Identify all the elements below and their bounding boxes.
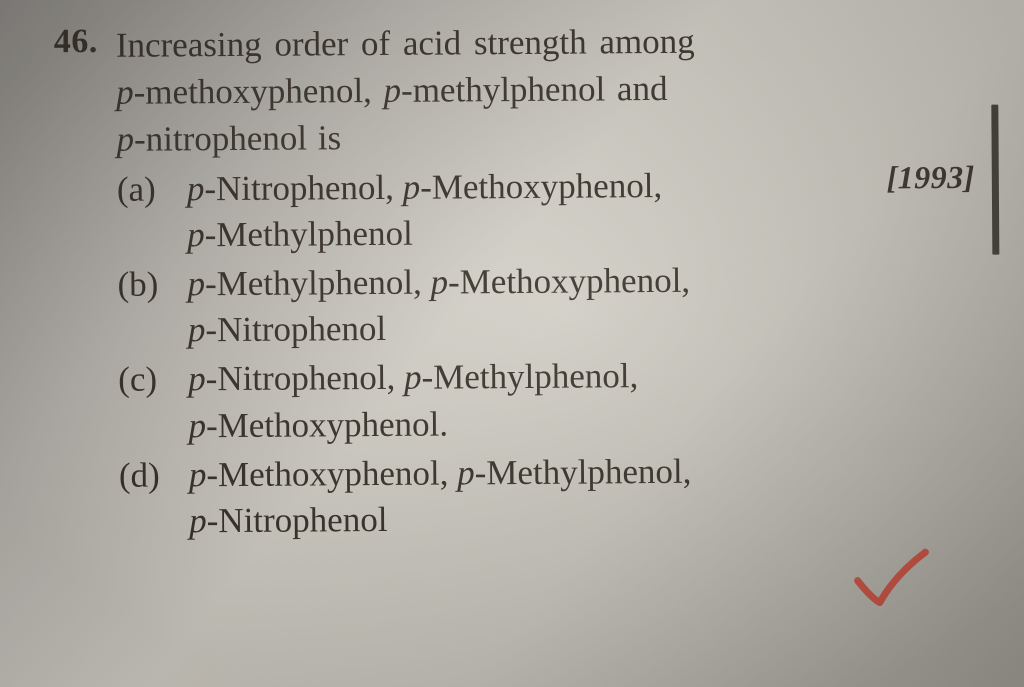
option-line-2: p-Methoxyphenol.	[188, 397, 1006, 449]
year-tag: [1993]	[886, 159, 975, 197]
text: -Nitrophenol	[205, 309, 386, 349]
option-line-2: p-Methylphenol	[187, 206, 1005, 258]
text: -Nitrophenol	[207, 500, 388, 540]
page-gutter	[991, 105, 999, 255]
text: -Methylphenol,	[205, 263, 431, 304]
text: -methylphenol and	[401, 69, 668, 110]
text: -Methylphenol	[205, 214, 413, 254]
text: -Methoxyphenol,	[420, 166, 662, 207]
text: -Methoxyphenol,	[448, 261, 690, 302]
question-row: 46. Increasing order of acid strength am…	[26, 17, 1005, 164]
italic-p: p	[187, 264, 205, 303]
option-body: p-Nitrophenol, p-Methoxyphenol, p-Methyl…	[187, 160, 1006, 258]
option-letter: (c)	[118, 357, 188, 404]
text: -methoxyphenol,	[134, 71, 384, 112]
italic-p: p	[116, 119, 134, 158]
italic-p: p	[188, 360, 206, 399]
text: -Methoxyphenol.	[206, 404, 448, 445]
option-body: p-Nitrophenol, p-Methylphenol, p-Methoxy…	[188, 351, 1007, 449]
option-line-2: p-Nitrophenol	[188, 302, 1006, 354]
option-line-1: p-Nitrophenol, p-Methoxyphenol,	[187, 160, 1005, 212]
italic-p: p	[189, 455, 207, 494]
question-line-1: Increasing order of acid strength among	[116, 19, 695, 70]
text: -Nitrophenol,	[204, 167, 403, 207]
checkmark-icon	[851, 546, 931, 609]
question-number: 46.	[26, 23, 116, 62]
option-line-1: p-Nitrophenol, p-Methylphenol,	[188, 351, 1006, 403]
question-text: Increasing order of acid strength among …	[116, 19, 706, 164]
question-line-3: p-nitrophenol is	[116, 113, 695, 164]
options: (a) p-Nitrophenol, p-Methoxyphenol, p-Me…	[117, 160, 1008, 545]
option-letter: (b)	[117, 261, 187, 308]
text: -Methylphenol,	[421, 357, 638, 398]
option-line-1: p-Methoxyphenol, p-Methylphenol,	[189, 446, 1007, 498]
option-c: (c) p-Nitrophenol, p-Methylphenol, p-Met…	[118, 351, 1007, 450]
text: -Nitrophenol,	[206, 358, 405, 398]
option-line-2: p-Nitrophenol	[189, 493, 1007, 545]
italic-p: p	[430, 263, 448, 302]
text: -Methylphenol,	[475, 452, 692, 493]
italic-p: p	[189, 501, 207, 540]
italic-p: p	[116, 73, 134, 112]
italic-p: p	[188, 310, 206, 349]
page: 46. Increasing order of acid strength am…	[26, 17, 1009, 681]
option-line-1: p-Methylphenol, p-Methoxyphenol,	[187, 256, 1005, 308]
option-d: (d) p-Methoxyphenol, p-Methylphenol, p-N…	[119, 446, 1008, 545]
option-letter: (a)	[117, 166, 187, 213]
option-body: p-Methylphenol, p-Methoxyphenol, p-Nitro…	[187, 256, 1006, 354]
italic-p: p	[187, 169, 205, 208]
italic-p: p	[457, 453, 475, 492]
italic-p: p	[383, 71, 401, 110]
option-b: (b) p-Methylphenol, p-Methoxyphenol, p-N…	[117, 256, 1006, 355]
text: -nitrophenol is	[134, 118, 341, 158]
italic-p: p	[404, 358, 422, 397]
italic-p: p	[403, 167, 421, 206]
text: -Methoxyphenol,	[206, 453, 457, 494]
option-body: p-Methoxyphenol, p-Methylphenol, p-Nitro…	[189, 446, 1008, 544]
option-letter: (d)	[119, 452, 189, 499]
italic-p: p	[187, 215, 205, 254]
option-a: (a) p-Nitrophenol, p-Methoxyphenol, p-Me…	[117, 160, 1006, 259]
question-line-2: p-methoxyphenol, p-methylphenol and	[116, 66, 695, 117]
italic-p: p	[188, 406, 206, 445]
